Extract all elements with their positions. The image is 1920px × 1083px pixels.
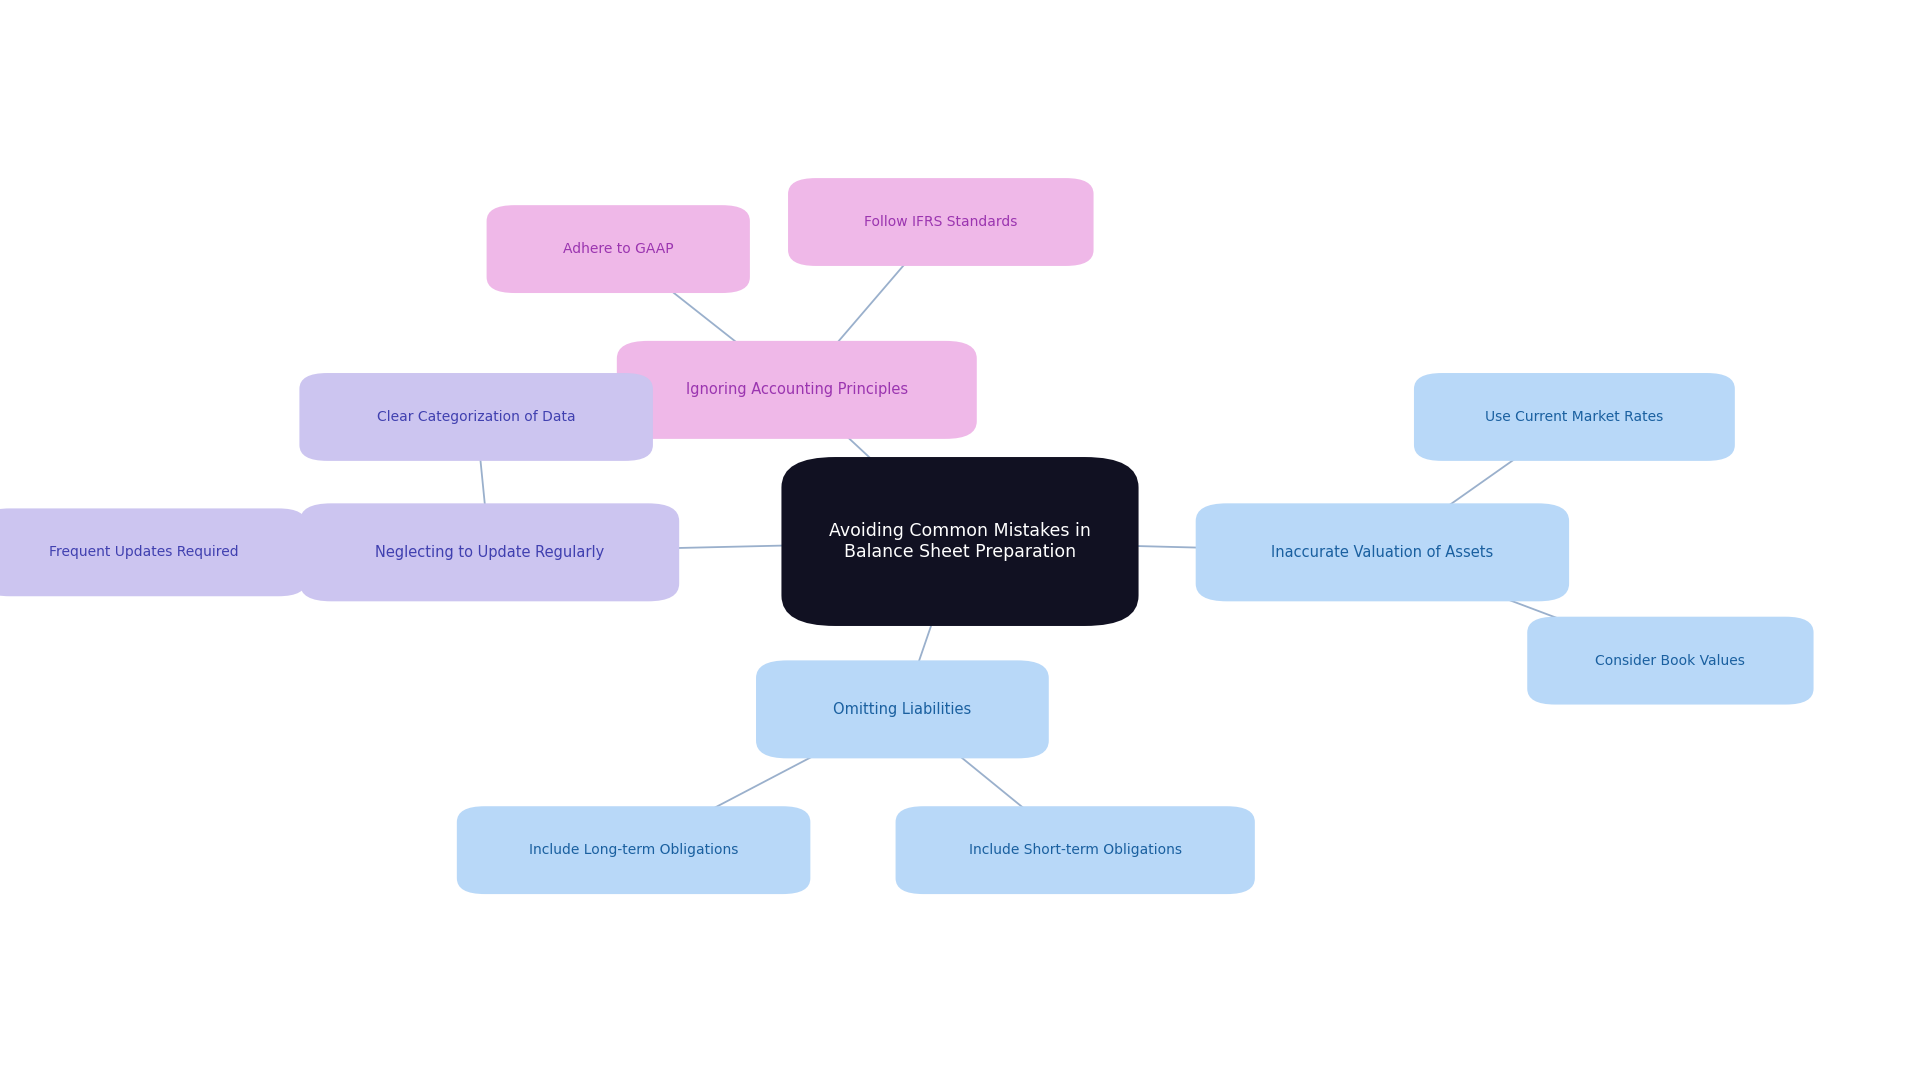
FancyBboxPatch shape xyxy=(1413,373,1736,461)
FancyBboxPatch shape xyxy=(486,205,751,293)
FancyBboxPatch shape xyxy=(300,373,653,461)
FancyBboxPatch shape xyxy=(300,504,680,601)
FancyBboxPatch shape xyxy=(895,806,1256,895)
Text: Include Long-term Obligations: Include Long-term Obligations xyxy=(528,844,739,857)
FancyBboxPatch shape xyxy=(1526,616,1814,705)
Text: Ignoring Accounting Principles: Ignoring Accounting Principles xyxy=(685,382,908,397)
Text: Clear Categorization of Data: Clear Categorization of Data xyxy=(376,410,576,423)
Text: Omitting Liabilities: Omitting Liabilities xyxy=(833,702,972,717)
FancyBboxPatch shape xyxy=(0,508,307,597)
Text: Inaccurate Valuation of Assets: Inaccurate Valuation of Assets xyxy=(1271,545,1494,560)
Text: Consider Book Values: Consider Book Values xyxy=(1596,654,1745,667)
Text: Avoiding Common Mistakes in
Balance Sheet Preparation: Avoiding Common Mistakes in Balance Shee… xyxy=(829,522,1091,561)
FancyBboxPatch shape xyxy=(756,661,1048,758)
FancyBboxPatch shape xyxy=(1196,504,1569,601)
Text: Include Short-term Obligations: Include Short-term Obligations xyxy=(970,844,1181,857)
FancyBboxPatch shape xyxy=(781,457,1139,626)
FancyBboxPatch shape xyxy=(787,178,1094,266)
Text: Use Current Market Rates: Use Current Market Rates xyxy=(1486,410,1663,423)
Text: Neglecting to Update Regularly: Neglecting to Update Regularly xyxy=(374,545,605,560)
Text: Adhere to GAAP: Adhere to GAAP xyxy=(563,243,674,256)
FancyBboxPatch shape xyxy=(616,341,977,439)
FancyBboxPatch shape xyxy=(457,806,810,895)
Text: Frequent Updates Required: Frequent Updates Required xyxy=(50,546,238,559)
Text: Follow IFRS Standards: Follow IFRS Standards xyxy=(864,216,1018,229)
